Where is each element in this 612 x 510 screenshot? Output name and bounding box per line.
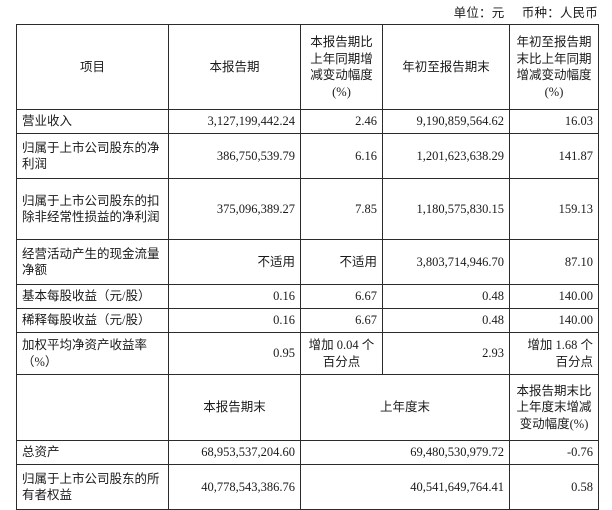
row-current-value: 68,953,537,204.60 — [168, 440, 301, 465]
unit-label: 单位：元 — [453, 6, 505, 20]
row-ytd-change: 140.00 — [509, 308, 599, 333]
row-label: 加权平均净资产收益率（%） — [16, 332, 169, 375]
unit-currency-line: 单位：元 币种：人民币 — [16, 2, 598, 21]
row-ytd-change: 87.10 — [509, 239, 599, 285]
currency-label: 币种：人民币 — [521, 6, 598, 20]
row-label: 归属于上市公司股东的扣除非经常性损益的净利润 — [16, 178, 169, 240]
table-row: 稀释每股收益（元/股） 0.16 6.67 0.48 140.00 — [16, 308, 599, 333]
row-period-change: 6.67 — [300, 284, 383, 309]
header-current-period: 本报告期 — [168, 24, 301, 110]
row-previous-value: 69,480,530,979.72 — [300, 440, 510, 465]
table-header-row-bottom: 本报告期末 上年度末 本报告期末比上年度末增减变动幅度(%) — [16, 374, 599, 441]
row-period-value: 0.95 — [168, 332, 301, 375]
header-current-period-change: 本报告期比上年同期增减变动幅度(%) — [300, 24, 383, 110]
table-row: 经营活动产生的现金流量净额 不适用 不适用 3,803,714,946.70 8… — [16, 239, 599, 285]
row-period-value: 0.16 — [168, 308, 301, 333]
row-label: 归属于上市公司股东的净利润 — [16, 133, 169, 179]
row-label: 经营活动产生的现金流量净额 — [16, 239, 169, 285]
row-ytd-value: 2.93 — [382, 332, 510, 375]
row-period-value: 375,096,389.27 — [168, 178, 301, 240]
row-label: 归属于上市公司股东的所有者权益 — [16, 464, 169, 510]
row-ytd-value: 0.48 — [382, 284, 510, 309]
table-row: 营业收入 3,127,199,442.24 2.46 9,190,859,564… — [16, 109, 599, 134]
header-prior-year-end: 上年度末 — [300, 374, 510, 441]
row-ytd-change: 16.03 — [509, 109, 599, 134]
table-row: 基本每股收益（元/股） 0.16 6.67 0.48 140.00 — [16, 284, 599, 309]
table-row: 归属于上市公司股东的净利润 386,750,539.79 6.16 1,201,… — [16, 133, 599, 179]
table-header-row-top: 项目 本报告期 本报告期比上年同期增减变动幅度(%) 年初至报告期末 年初至报告… — [16, 24, 599, 110]
row-current-value: 40,778,543,386.76 — [168, 464, 301, 510]
row-period-change: 增加 0.04 个百分点 — [300, 332, 383, 375]
table-row: 加权平均净资产收益率（%） 0.95 增加 0.04 个百分点 2.93 增加 … — [16, 332, 599, 375]
row-label: 营业收入 — [16, 109, 169, 134]
header-item: 项目 — [16, 24, 169, 110]
header-period-end-change: 本报告期末比上年度末增减变动幅度(%) — [509, 374, 599, 441]
row-period-value: 不适用 — [168, 239, 301, 285]
row-period-value: 0.16 — [168, 284, 301, 309]
row-ytd-change: 141.87 — [509, 133, 599, 179]
row-ytd-value: 1,180,575,830.15 — [382, 178, 510, 240]
row-period-change: 6.67 — [300, 308, 383, 333]
row-ytd-value: 1,201,623,638.29 — [382, 133, 510, 179]
key-financial-indicators-table: 项目 本报告期 本报告期比上年同期增减变动幅度(%) 年初至报告期末 年初至报告… — [16, 24, 599, 510]
row-previous-value: 40,541,649,764.41 — [300, 464, 510, 510]
header-ytd: 年初至报告期末 — [382, 24, 510, 110]
row-period-value: 3,127,199,442.24 — [168, 109, 301, 134]
row-change-value: 0.58 — [509, 464, 599, 510]
row-label: 总资产 — [16, 440, 169, 465]
row-ytd-value: 0.48 — [382, 308, 510, 333]
row-period-change: 不适用 — [300, 239, 383, 285]
row-ytd-value: 3,803,714,946.70 — [382, 239, 510, 285]
row-period-change: 6.16 — [300, 133, 383, 179]
header-bottom-blank — [16, 374, 169, 441]
row-label: 基本每股收益（元/股） — [16, 284, 169, 309]
row-period-value: 386,750,539.79 — [168, 133, 301, 179]
row-ytd-change: 增加 1.68 个百分点 — [509, 332, 599, 375]
row-change-value: -0.76 — [509, 440, 599, 465]
row-ytd-change: 140.00 — [509, 284, 599, 309]
table-row: 归属于上市公司股东的所有者权益 40,778,543,386.76 40,541… — [16, 464, 599, 510]
header-period-end: 本报告期末 — [168, 374, 301, 441]
row-label: 稀释每股收益（元/股） — [16, 308, 169, 333]
row-period-change: 7.85 — [300, 178, 383, 240]
row-ytd-value: 9,190,859,564.62 — [382, 109, 510, 134]
table-row: 总资产 68,953,537,204.60 69,480,530,979.72 … — [16, 440, 599, 465]
header-ytd-change: 年初至报告期末比上年同期增减变动幅度(%) — [509, 24, 599, 110]
table-row: 归属于上市公司股东的扣除非经常性损益的净利润 375,096,389.27 7.… — [16, 178, 599, 240]
row-ytd-change: 159.13 — [509, 178, 599, 240]
row-period-change: 2.46 — [300, 109, 383, 134]
